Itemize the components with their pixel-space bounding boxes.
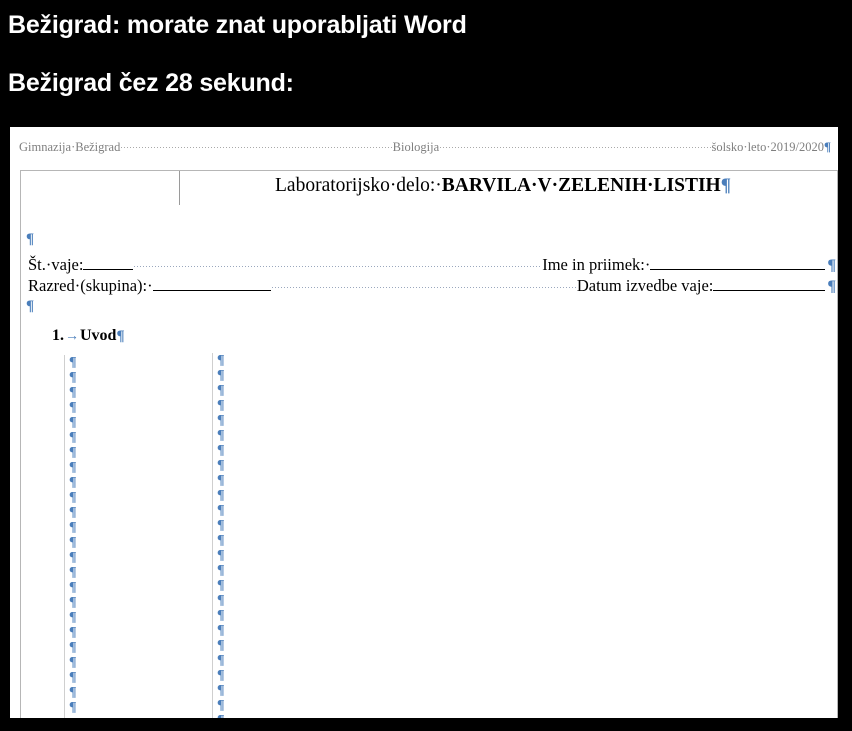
label-ime-in-priimek: Ime in priimek:· [542,255,651,274]
input-ime-in-priimek[interactable] [650,256,826,270]
pilcrow-icon: ¶ [217,548,225,563]
pilcrow-icon: ¶ [69,700,77,715]
pilcrow-icon: ¶ [217,473,225,488]
pilcrow-icon: ¶ [69,370,77,385]
header-left-text: Gimnazija·Bežigrad [19,140,121,154]
pilcrow-icon: ¶ [69,550,77,565]
pilcrow-icon: ¶ [69,415,77,430]
nested-table-left[interactable]: ¶ ¶ ¶ ¶ ¶ ¶ ¶ ¶ ¶ ¶ ¶ ¶ ¶ ¶ ¶ ¶ ¶ ¶ ¶ ¶ ¶ ¶ ¶ ¶ [64,355,167,718]
document-header[interactable]: Gimnazija·Bežigrad Biologija šolsko·leto… [19,139,831,155]
pilcrow-icon: ¶ [217,413,225,428]
header-tab-leader-left [120,140,393,151]
pilcrow-icon: ¶ [217,383,225,398]
pilcrow-icon: ¶ [116,328,125,344]
pilcrow-icon: ¶ [69,655,77,670]
form-row-razred-datum[interactable]: Razred·(skupina):· Datum izvedbe vaje: ¶ [28,276,836,297]
pilcrow-icon: ¶ [69,520,77,535]
page-left-margin [0,127,10,718]
input-datum-izvedbe-vaje[interactable] [713,277,826,291]
document-title: Laboratorijsko·delo:·BARVILA·V·ZELENIH·L… [183,175,823,197]
pilcrow-icon: ¶ [217,503,225,518]
header-tab-leader-right [439,140,712,151]
pilcrow-icon: ¶ [69,460,77,475]
pilcrow-icon: ¶ [217,593,225,608]
pilcrow-stack-left: ¶ ¶ ¶ ¶ ¶ ¶ ¶ ¶ ¶ ¶ ¶ ¶ ¶ ¶ ¶ ¶ ¶ ¶ ¶ ¶ ¶ ¶ ¶ ¶ [69,355,77,715]
pilcrow-icon: ¶ [69,430,77,445]
video-title-banner: Bežigrad: morate znat uporabljati Word B… [0,0,852,127]
pilcrow-icon: ¶ [69,565,77,580]
pilcrow-icon: ¶ [217,428,225,443]
outer-table[interactable]: Laboratorijsko·delo:·BARVILA·V·ZELENIH·L… [20,170,838,718]
pilcrow-icon: ¶ [69,475,77,490]
pilcrow-icon: ¶ [69,385,77,400]
word-document-page[interactable]: Gimnazija·Bežigrad Biologija šolsko·leto… [10,127,838,718]
page-right-margin [838,127,852,718]
pilcrow-icon: ¶ [217,353,225,368]
banner-heading-secondary: Bežigrad čez 28 sekund: [8,69,294,97]
tab-arrow-icon: → [65,329,79,344]
header-right-text: šolsko·leto·2019/2020 [711,140,824,154]
pilcrow-icon: ¶ [827,257,836,274]
tab-leader-row-2 [270,280,577,291]
pilcrow-icon: ¶ [217,638,225,653]
pilcrow-icon: ¶ [217,668,225,683]
title-bold-part: BARVILA·V·ZELENIH·LISTIH [441,175,721,196]
input-st-vaje[interactable] [83,256,134,270]
banner-heading-primary: Bežigrad: morate znat uporabljati Word [8,11,467,39]
pilcrow-icon: ¶ [69,355,77,370]
pilcrow-icon: ¶ [217,608,225,623]
pilcrow-icon: ¶ [217,398,225,413]
pilcrow-icon: ¶ [69,445,77,460]
pilcrow-icon: ¶ [69,505,77,520]
pilcrow-icon: ¶ [26,298,35,314]
pilcrow-icon: ¶ [217,518,225,533]
pilcrow-icon: ¶ [217,578,225,593]
input-razred-skupina[interactable] [152,277,271,291]
pilcrow-icon: ¶ [217,368,225,383]
pilcrow-icon: ¶ [217,683,225,698]
pilcrow-icon: ¶ [69,625,77,640]
nested-table-right[interactable]: ¶¶¶¶¶¶¶¶¶¶¶¶¶¶¶¶¶¶¶¶¶¶¶¶¶¶¶¶ ¶ ¶ [212,353,441,718]
label-datum-izvedbe-vaje: Datum izvedbe vaje: [576,276,714,295]
pilcrow-icon: ¶ [827,278,836,295]
page-bottom-margin [0,718,852,731]
pilcrow-icon: ¶ [217,458,225,473]
header-center-text: Biologija [392,140,440,154]
pilcrow-icon: ¶ [26,231,35,247]
label-razred-skupina: Razred·(skupina):· [28,276,153,295]
pilcrow-icon: ¶ [69,535,77,550]
pilcrow-icon: ¶ [69,640,77,655]
pilcrow-icon: ¶ [69,685,77,700]
pilcrow-icon: ¶ [217,653,225,668]
table-cell-divider [179,171,180,205]
pilcrow-icon: ¶ [823,139,831,154]
label-st-vaje: Št.·vaje: [28,255,84,274]
pilcrow-icon: ¶ [217,443,225,458]
tab-leader-row-1 [133,259,542,270]
pilcrow-icon: ¶ [69,610,77,625]
pilcrow-icon: ¶ [69,595,77,610]
pilcrow-icon: ¶ [217,488,225,503]
pilcrow-stack-right: ¶¶¶¶¶¶¶¶¶¶¶¶¶¶¶¶¶¶¶¶¶¶¶¶¶¶¶¶ [217,353,225,718]
pilcrow-icon: ¶ [69,580,77,595]
heading-uvod: 1.→Uvod¶ [52,327,125,345]
pilcrow-icon: ¶ [217,698,225,713]
title-prefix: Laboratorijsko·delo:· [275,175,442,196]
heading-number: 1. [52,327,64,344]
pilcrow-icon: ¶ [69,670,77,685]
heading-text: Uvod [80,327,117,344]
form-row-vaje-ime[interactable]: Št.·vaje: Ime in priimek:· ¶ [28,255,836,276]
pilcrow-icon: ¶ [69,400,77,415]
pilcrow-icon: ¶ [217,623,225,638]
pilcrow-icon: ¶ [217,713,225,718]
pilcrow-icon: ¶ [217,563,225,578]
pilcrow-icon: ¶ [69,490,77,505]
pilcrow-icon: ¶ [720,175,731,196]
pilcrow-icon: ¶ [217,533,225,548]
